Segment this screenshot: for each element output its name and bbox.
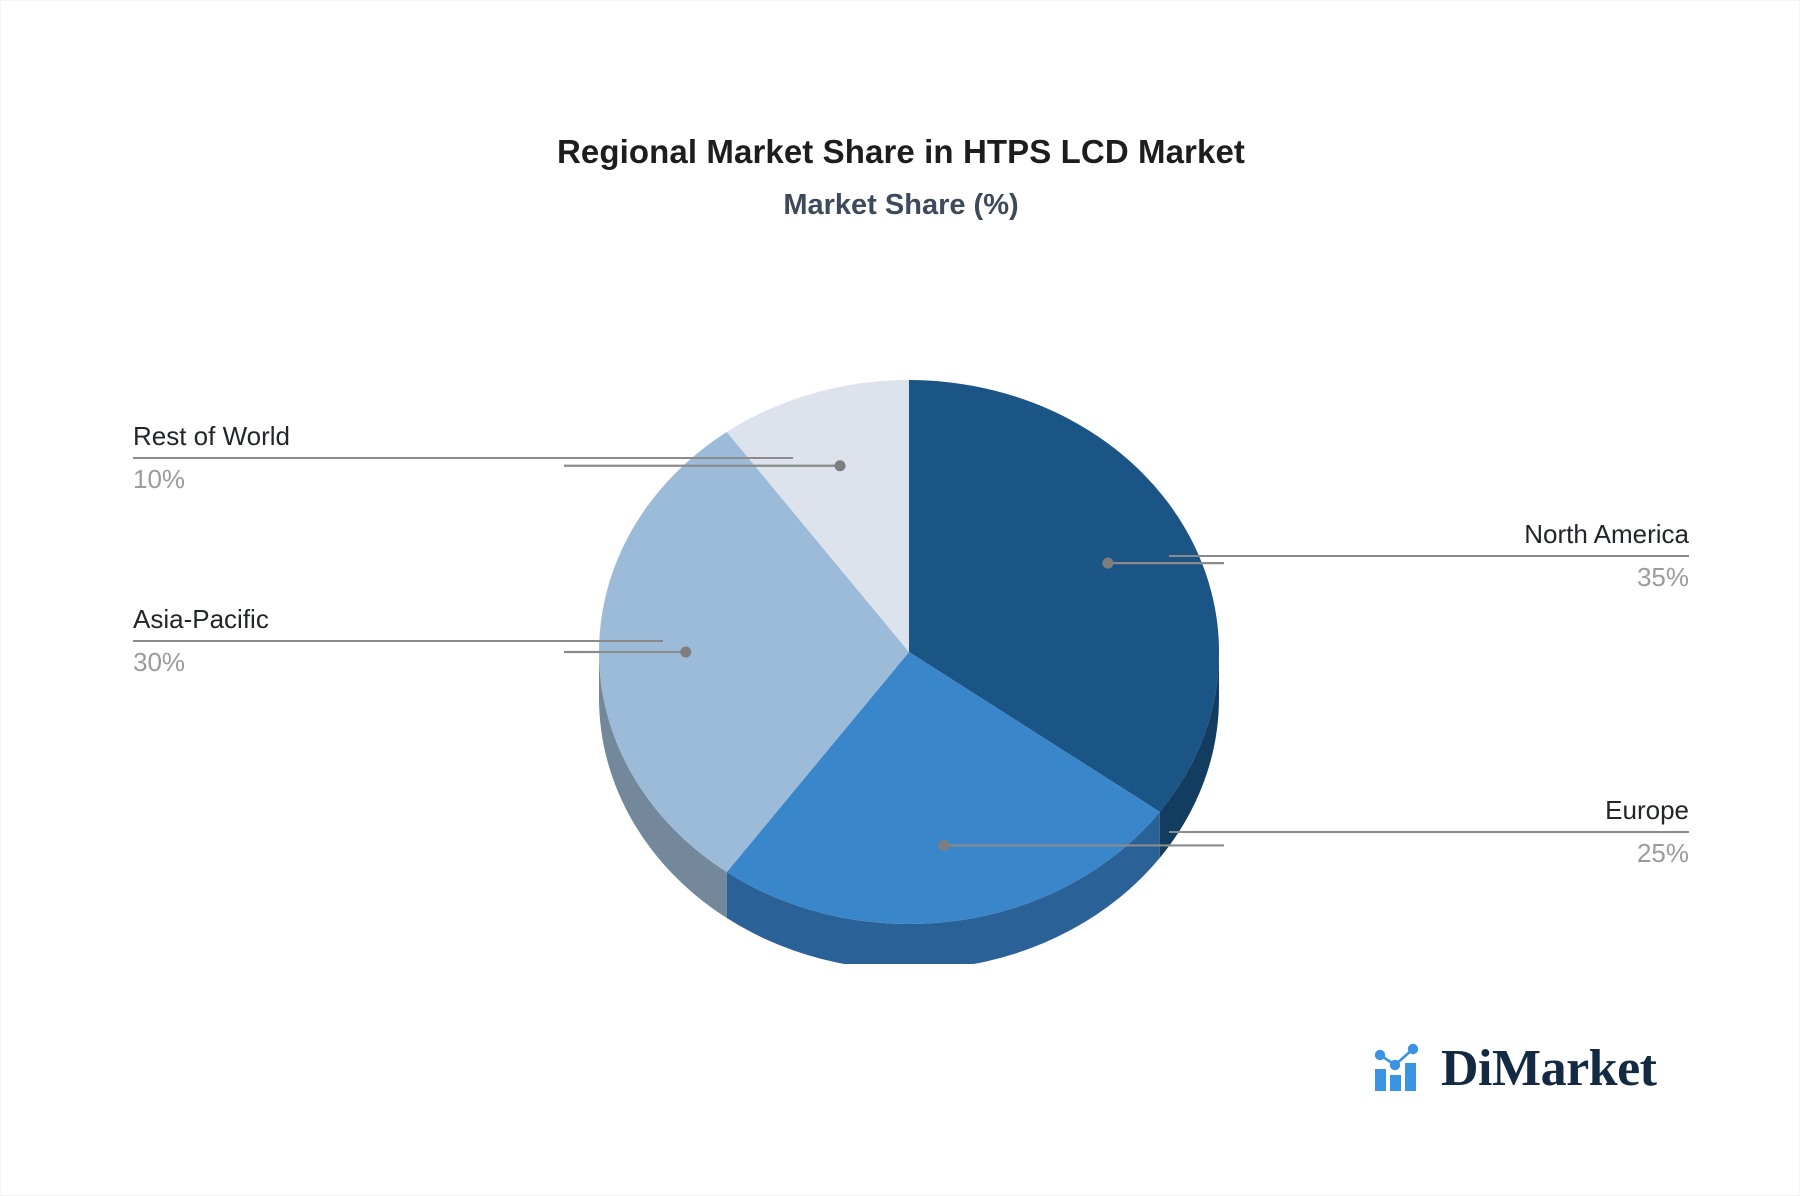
bar-chart-dots-icon	[1374, 1043, 1419, 1091]
callout-label-asia-pacific: Asia-Pacific	[133, 604, 269, 634]
chart-subtitle: Market Share (%)	[783, 189, 1019, 221]
callout-label-europe: Europe	[1605, 795, 1689, 825]
pie-slice-rest-of-world	[726, 380, 909, 652]
callout-value-rest-of-world: 10%	[133, 464, 186, 494]
pie-slice-europe	[726, 652, 1160, 924]
pie-side-north-america	[1159, 652, 1219, 858]
callout-rule-rest-of-world	[133, 457, 793, 459]
brand-logo: DiMarket	[1373, 1040, 1657, 1097]
leader-dot-europe	[938, 839, 950, 851]
callout-north-america: North America 35%	[1169, 517, 1689, 594]
callout-europe: Europe 25%	[1169, 793, 1689, 870]
callout-asia-pacific: Asia-Pacific 30%	[133, 602, 1598, 679]
pie-slice-north-america	[909, 380, 1220, 812]
brand-logo-text: DiMarket	[1441, 1040, 1657, 1097]
callout-rest-of-world: Rest of World 10%	[133, 419, 1598, 496]
callout-value-europe: 25%	[1636, 838, 1689, 868]
pie-chart	[564, 344, 1224, 964]
leader-dot-asia-pacific	[680, 646, 692, 658]
callout-rule-asia-pacific	[133, 640, 663, 642]
chart-title: Regional Market Share in HTPS LCD Market	[557, 133, 1245, 170]
pie-top-group	[599, 380, 1220, 924]
pie-depth-group	[599, 652, 1219, 964]
leader-dot-rest-of-world	[834, 460, 846, 472]
leader-dot-north-america	[1102, 557, 1114, 569]
pie-leader-dots	[680, 460, 1114, 851]
callout-rule-north-america	[1169, 555, 1689, 557]
pie-leader-lines	[564, 464, 1224, 847]
callout-value-north-america: 35%	[1636, 562, 1689, 592]
pie-svg	[564, 380, 1224, 964]
pie-side-europe	[726, 811, 1160, 964]
callout-rule-europe	[1169, 831, 1689, 833]
pie-slice-asia-pacific	[599, 431, 909, 873]
callout-label-rest-of-world: Rest of World	[133, 421, 291, 451]
callout-value-asia-pacific: 30%	[133, 647, 186, 677]
callout-label-north-america: North America	[1524, 519, 1689, 549]
pie-side-asia-pacific	[599, 652, 727, 919]
